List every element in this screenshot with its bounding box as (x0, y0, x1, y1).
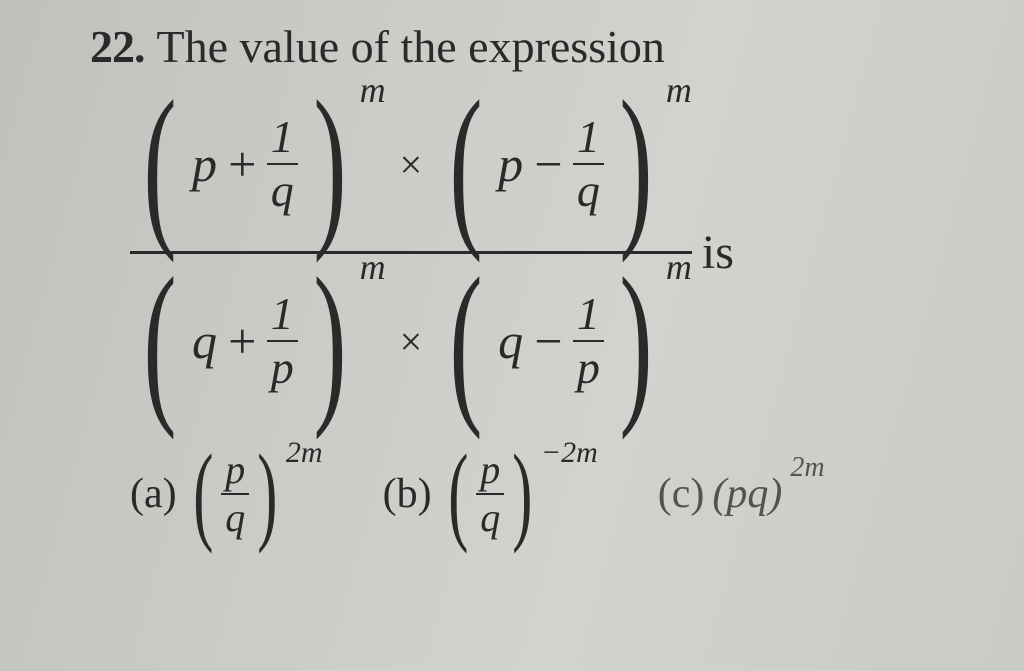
frac-den: p (573, 345, 604, 391)
small-fraction: 1 p (267, 291, 298, 391)
exponent: m (360, 69, 386, 111)
den-term-2: ( q − 1 p ) m (436, 260, 692, 422)
small-fraction: 1 p (573, 291, 604, 391)
var: q (498, 312, 523, 370)
right-paren-icon: ) (619, 83, 652, 245)
exponent: m (360, 246, 386, 288)
num-term-2: ( p − 1 q ) m (436, 83, 692, 245)
exponent: −2m (541, 436, 598, 470)
main-fraction: ( p + 1 q ) m × ( (130, 83, 692, 422)
right-paren-icon: ) (512, 444, 532, 543)
small-fraction: p q (221, 450, 249, 538)
question-title: The value of the expression (157, 20, 665, 73)
exponent: m (666, 246, 692, 288)
small-fraction: 1 q (573, 114, 604, 214)
var: p (192, 135, 217, 193)
right-paren-icon: ) (313, 83, 346, 245)
frac-num: 1 (267, 114, 298, 160)
right-paren-icon: ) (619, 260, 652, 422)
option-a: (a) ( p q ) 2m (130, 444, 323, 543)
times-icon: × (400, 141, 423, 188)
op: + (225, 135, 259, 193)
frac-num: 1 (267, 291, 298, 337)
question-heading: 22. The value of the expression (90, 20, 984, 73)
option-b-expr: ( p q ) −2m (440, 444, 598, 543)
option-label: (b) (383, 470, 432, 518)
option-label: (a) (130, 470, 177, 518)
option-b: (b) ( p q ) −2m (383, 444, 598, 543)
small-fraction: 1 q (267, 114, 298, 214)
fraction-bar (130, 251, 692, 254)
op: − (531, 312, 565, 370)
question-number: 22. (90, 20, 145, 73)
var: q (192, 312, 217, 370)
exponent: m (666, 69, 692, 111)
frac-num: p (221, 450, 249, 490)
left-paren-icon: ( (450, 260, 483, 422)
frac-den: q (476, 498, 504, 538)
page: 22. The value of the expression ( p + 1 … (0, 0, 1024, 671)
var: p (498, 135, 523, 193)
option-c-base: (pq) (712, 470, 782, 518)
trailing-text: is (702, 225, 734, 280)
expression-row: ( p + 1 q ) m × ( (130, 83, 984, 422)
numerator: ( p + 1 q ) m × ( (130, 83, 692, 245)
exponent: 2m (790, 452, 824, 484)
option-label: (c) (658, 470, 705, 518)
den-term-1: ( q + 1 p ) m (130, 260, 386, 422)
denominator: ( q + 1 p ) m × ( (130, 260, 692, 422)
option-c: (c) (pq)2m (658, 470, 825, 518)
option-a-expr: ( p q ) 2m (185, 444, 323, 543)
left-paren-icon: ( (143, 260, 176, 422)
frac-den: q (267, 168, 298, 214)
frac-den: p (267, 345, 298, 391)
left-paren-icon: ( (143, 83, 176, 245)
exponent: 2m (286, 436, 323, 470)
small-fraction: p q (476, 450, 504, 538)
frac-num: p (476, 450, 504, 490)
left-paren-icon: ( (193, 444, 213, 543)
right-paren-icon: ) (313, 260, 346, 422)
frac-den: q (221, 498, 249, 538)
options-row: (a) ( p q ) 2m (b) ( p q (130, 444, 984, 543)
op: + (225, 312, 259, 370)
num-term-1: ( p + 1 q ) m (130, 83, 386, 245)
frac-den: q (573, 168, 604, 214)
frac-num: 1 (573, 291, 604, 337)
frac-num: 1 (573, 114, 604, 160)
times-icon: × (400, 318, 423, 365)
left-paren-icon: ( (448, 444, 468, 543)
left-paren-icon: ( (450, 83, 483, 245)
op: − (531, 135, 565, 193)
right-paren-icon: ) (258, 444, 278, 543)
